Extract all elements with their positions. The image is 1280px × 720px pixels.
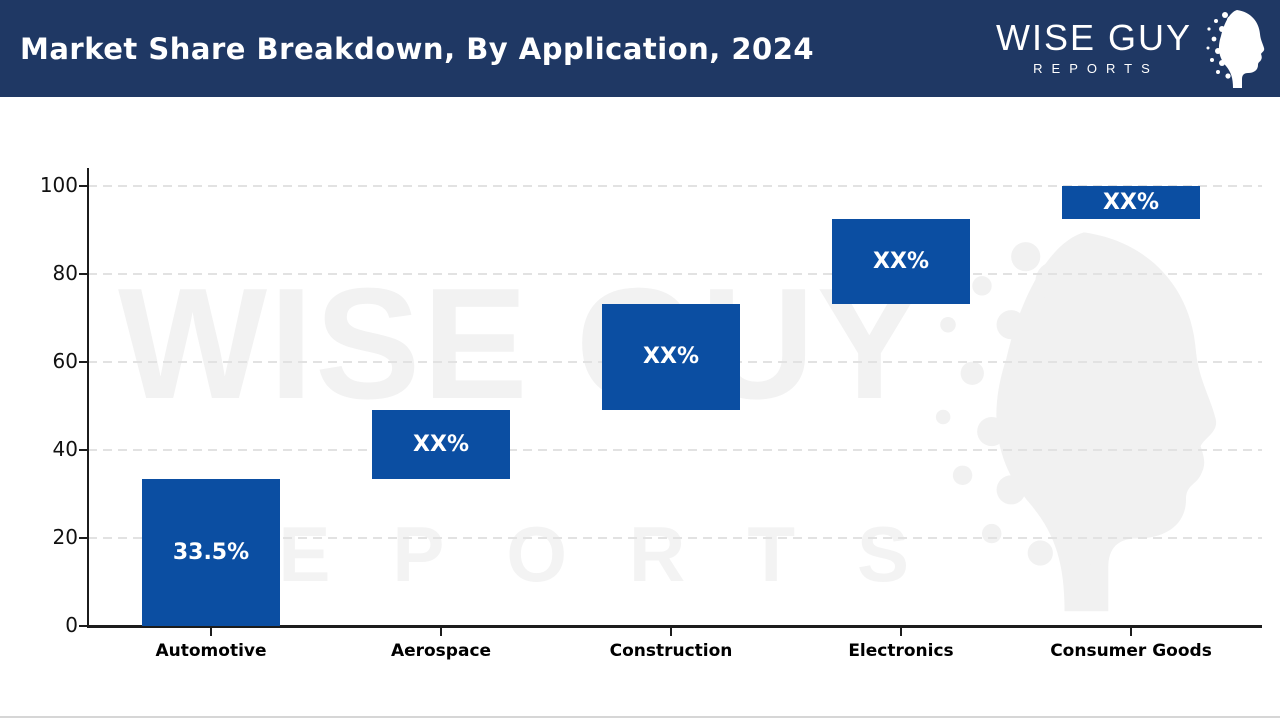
y-axis-line bbox=[87, 168, 89, 628]
gridline-80 bbox=[88, 273, 1262, 275]
bar-electronics: XX% bbox=[832, 219, 970, 304]
x-tick-mark-5 bbox=[1130, 628, 1132, 636]
bar-value-label: XX% bbox=[873, 248, 929, 274]
page-title: Market Share Breakdown, By Application, … bbox=[20, 31, 815, 66]
y-tick-label-20: 20 bbox=[52, 525, 78, 549]
y-tick-mark-100 bbox=[79, 185, 87, 187]
bar-automotive: 33.5% bbox=[142, 478, 280, 626]
watermark-brand-name: WISE GUY bbox=[118, 256, 925, 432]
bar-value-label: XX% bbox=[413, 431, 469, 457]
brand-name: WISE GUY bbox=[995, 17, 1192, 58]
y-tick-label-0: 0 bbox=[65, 613, 78, 637]
y-tick-mark-80 bbox=[79, 273, 87, 275]
wise-guy-head-icon bbox=[1206, 10, 1265, 88]
x-tick-mark-3 bbox=[670, 628, 672, 636]
brand-logo-text: WISE GUY REPORTS bbox=[995, 17, 1192, 77]
y-tick-label-100: 100 bbox=[39, 173, 78, 197]
x-tick-label-3: Construction bbox=[609, 641, 733, 661]
gridline-100 bbox=[88, 185, 1262, 187]
bar-consumer-goods: XX% bbox=[1062, 186, 1200, 219]
y-tick-mark-20 bbox=[79, 537, 87, 539]
gridline-40 bbox=[88, 449, 1262, 451]
bar-value-label: XX% bbox=[1103, 190, 1159, 215]
brand-subtitle: REPORTS bbox=[1033, 61, 1159, 76]
chart-plot-area: WISE GUY REPORTS 0 20 40 60 80 100 Automotive A… bbox=[0, 97, 1280, 718]
y-tick-label-80: 80 bbox=[52, 261, 78, 285]
y-tick-mark-40 bbox=[79, 449, 87, 451]
x-tick-label-5: Consumer Goods bbox=[1050, 641, 1212, 661]
bar-aerospace: XX% bbox=[372, 409, 510, 479]
y-tick-label-40: 40 bbox=[52, 437, 78, 461]
x-tick-label-4: Electronics bbox=[848, 641, 954, 661]
bar-value-label: 33.5% bbox=[172, 539, 250, 565]
y-tick-mark-60 bbox=[79, 361, 87, 363]
bar-value-label: XX% bbox=[643, 344, 699, 370]
gridline-20 bbox=[88, 537, 1262, 539]
x-tick-mark-1 bbox=[210, 628, 212, 636]
header-bar: Market Share Breakdown, By Application, … bbox=[0, 0, 1280, 97]
y-tick-label-60: 60 bbox=[52, 349, 78, 373]
x-tick-mark-4 bbox=[900, 628, 902, 636]
x-tick-mark-2 bbox=[440, 628, 442, 636]
x-tick-label-2: Aerospace bbox=[390, 641, 492, 661]
x-tick-label-1: Automotive bbox=[155, 641, 267, 661]
y-tick-mark-0 bbox=[79, 625, 87, 627]
bar-construction: XX% bbox=[602, 303, 740, 410]
watermark-brand-subtitle: REPORTS bbox=[160, 510, 972, 598]
bottom-divider bbox=[0, 716, 1280, 718]
brand-logo: WISE GUY REPORTS bbox=[996, 8, 1266, 88]
x-axis-line bbox=[87, 625, 1262, 628]
